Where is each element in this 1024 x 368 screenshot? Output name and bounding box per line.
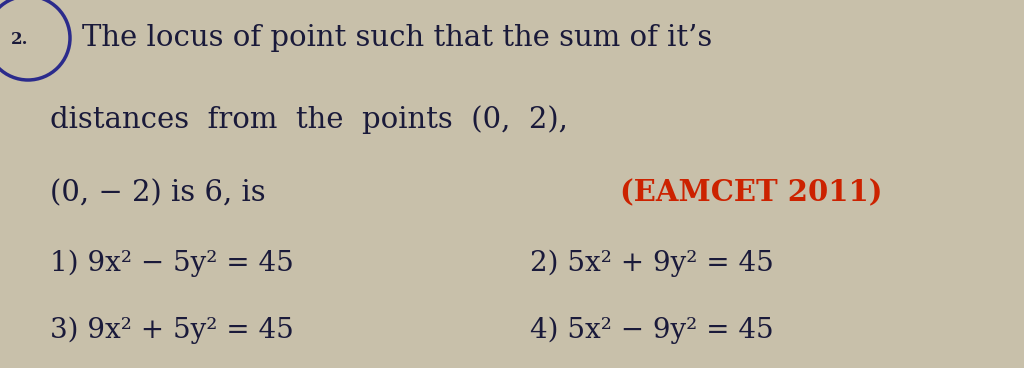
- Text: 2) 5x² + 9y² = 45: 2) 5x² + 9y² = 45: [530, 250, 774, 277]
- Text: distances  from  the  points  (0,  2),: distances from the points (0, 2),: [50, 106, 568, 134]
- Text: 4) 5x² − 9y² = 45: 4) 5x² − 9y² = 45: [530, 316, 773, 344]
- Text: (0, − 2) is 6, is: (0, − 2) is 6, is: [50, 179, 265, 207]
- Text: 2.: 2.: [11, 32, 29, 49]
- Text: 3) 9x² + 5y² = 45: 3) 9x² + 5y² = 45: [50, 316, 294, 344]
- Text: (EAMCET 2011): (EAMCET 2011): [620, 178, 883, 208]
- Text: The locus of point such that the sum of it’s: The locus of point such that the sum of …: [82, 24, 713, 52]
- Text: 1) 9x² − 5y² = 45: 1) 9x² − 5y² = 45: [50, 250, 294, 277]
